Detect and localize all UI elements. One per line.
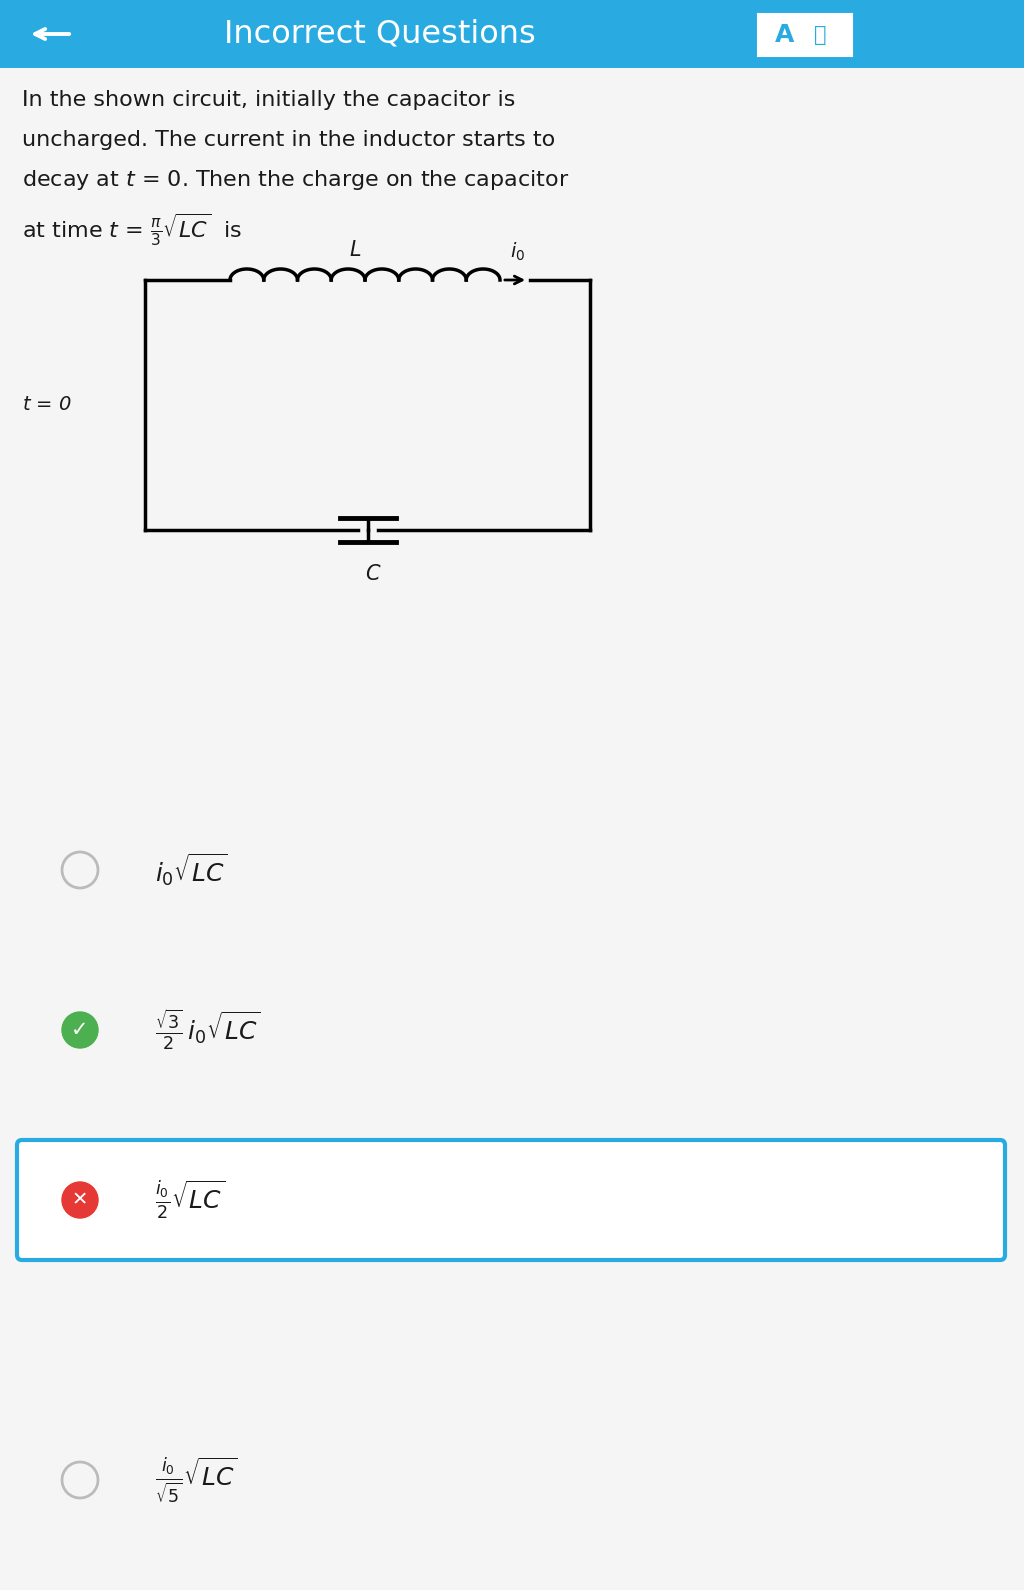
Text: at time $t$ = $\frac{\pi}{3}\sqrt{LC}$  is: at time $t$ = $\frac{\pi}{3}\sqrt{LC}$ i… [22,211,242,248]
FancyBboxPatch shape [758,14,852,56]
FancyBboxPatch shape [17,1140,1005,1259]
Text: In the shown circuit, initially the capacitor is: In the shown circuit, initially the capa… [22,91,515,110]
Text: $\frac{i_0}{\sqrt{5}}\sqrt{LC}$: $\frac{i_0}{\sqrt{5}}\sqrt{LC}$ [155,1455,238,1504]
Circle shape [62,1011,98,1048]
Text: $t$ = 0: $t$ = 0 [22,396,72,415]
Text: $C$: $C$ [365,564,381,584]
Text: $\frac{i_0}{2}\sqrt{LC}$: $\frac{i_0}{2}\sqrt{LC}$ [155,1178,225,1221]
Text: Incorrect Questions: Incorrect Questions [224,19,536,49]
Text: decay at $t$ = 0. Then the charge on the capacitor: decay at $t$ = 0. Then the charge on the… [22,169,569,192]
Text: ✓: ✓ [72,1021,89,1040]
Text: $\frac{\sqrt{3}}{2}\,i_0\sqrt{LC}$: $\frac{\sqrt{3}}{2}\,i_0\sqrt{LC}$ [155,1008,261,1053]
Text: $L$: $L$ [349,240,361,261]
Text: uncharged. The current in the inductor starts to: uncharged. The current in the inductor s… [22,130,555,149]
Text: 文: 文 [814,25,826,45]
Circle shape [62,1181,98,1218]
Text: $i_0$: $i_0$ [510,240,525,264]
Text: A: A [775,22,795,48]
FancyBboxPatch shape [0,0,1024,68]
Text: $i_0\sqrt{LC}$: $i_0\sqrt{LC}$ [155,852,228,889]
Text: ✕: ✕ [72,1191,88,1210]
